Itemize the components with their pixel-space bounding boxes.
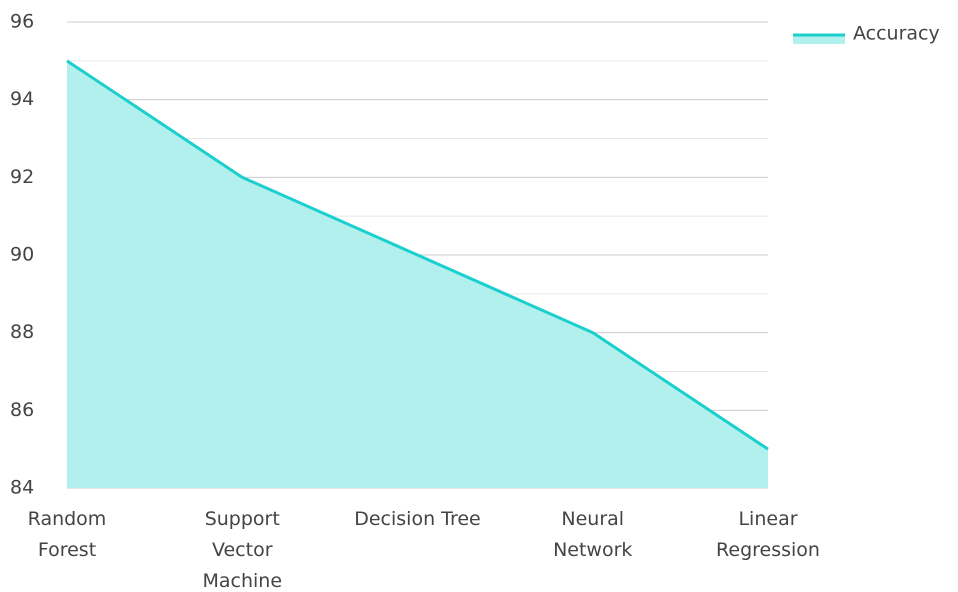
x-tick-label: Decision Tree — [354, 508, 481, 530]
area-fill — [67, 60, 768, 488]
y-tick-label: 84 — [10, 477, 34, 499]
y-tick-label: 94 — [10, 88, 34, 110]
legend-swatch — [793, 35, 845, 44]
y-tick-label: 86 — [10, 399, 34, 421]
x-tick-label: Support Vector Machine — [202, 508, 283, 592]
legend-label: Accuracy — [853, 23, 940, 45]
x-tick-label: Linear Regression — [716, 508, 820, 561]
y-tick-label: 96 — [10, 11, 34, 33]
y-tick-label: 90 — [10, 244, 34, 266]
y-tick-label: 92 — [10, 166, 34, 188]
y-tick-label: 88 — [10, 321, 34, 343]
area-line — [66, 59, 769, 451]
x-tick-label: Random Forest — [27, 508, 107, 561]
x-tick-label: Neural Network — [553, 508, 633, 561]
